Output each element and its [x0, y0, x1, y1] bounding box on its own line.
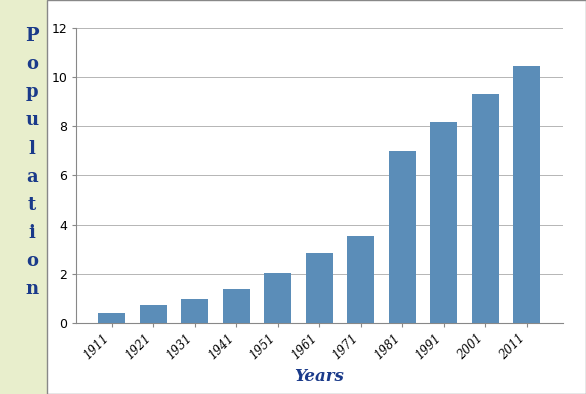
Bar [140, 305, 167, 323]
Text: o: o [26, 252, 38, 270]
Bar [389, 151, 416, 323]
Text: P: P [25, 27, 39, 45]
Text: i: i [29, 224, 36, 242]
Text: a: a [26, 168, 38, 186]
Text: n: n [26, 280, 39, 298]
Bar [264, 273, 291, 323]
Bar [181, 299, 208, 323]
Bar [306, 253, 333, 323]
Bar [347, 236, 374, 323]
Bar [98, 313, 125, 323]
Bar [513, 66, 540, 323]
Text: p: p [26, 83, 39, 101]
Text: o: o [26, 55, 38, 73]
Bar [431, 123, 458, 323]
Bar [472, 94, 499, 323]
Text: t: t [28, 196, 36, 214]
X-axis label: Years: Years [294, 368, 345, 385]
Bar [223, 289, 250, 323]
Text: l: l [29, 139, 36, 158]
Text: u: u [26, 112, 39, 130]
